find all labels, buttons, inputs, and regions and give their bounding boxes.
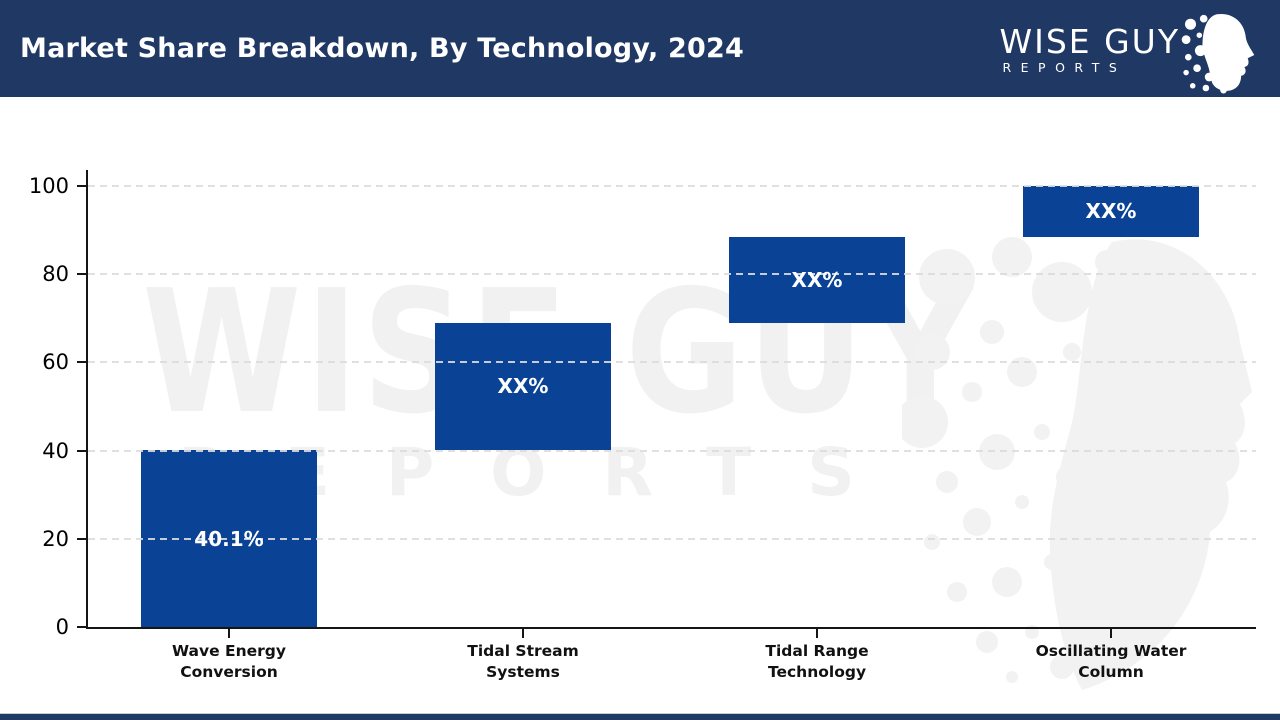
chart-title: Market Share Breakdown, By Technology, 2… [20, 33, 745, 64]
x-category-label: Tidal Stream Systems [467, 642, 579, 682]
y-tick-label: 20 [42, 526, 69, 551]
x-axis-line [86, 627, 1256, 629]
x-category-label: Oscillating Water Column [1035, 642, 1187, 682]
y-tick [77, 361, 86, 364]
y-axis-line [86, 170, 88, 629]
x-category-label: Tidal Range Technology [765, 642, 869, 682]
y-tick [77, 537, 86, 540]
y-tick-label: 0 [55, 615, 69, 639]
brand-wordmark: WISE GUY [999, 21, 1180, 61]
bar-3 [729, 236, 905, 323]
bar-value-label: XX% [1085, 199, 1137, 224]
bar-value-label: XX% [791, 267, 843, 292]
bar-2 [435, 322, 611, 451]
y-tick [77, 449, 86, 452]
brand-subtext: REPORTS [1002, 59, 1127, 75]
gridline [88, 537, 1256, 540]
y-tick-label: 60 [42, 350, 69, 375]
bar-4 [1023, 186, 1199, 237]
y-tick [77, 273, 86, 276]
y-tick-label: 40 [42, 438, 69, 463]
x-tick [1110, 629, 1112, 638]
y-tick-label: 80 [42, 262, 69, 287]
x-tick [228, 629, 230, 638]
brand-face-icon [1176, 11, 1260, 99]
y-tick [77, 626, 86, 628]
watermark-face-icon [896, 222, 1252, 702]
gridline [88, 449, 1256, 452]
bar-value-label: 40.1% [194, 526, 264, 551]
x-tick [522, 629, 524, 638]
brand-logo: WISE GUY REPORTS [999, 13, 1255, 94]
y-tick [77, 185, 86, 187]
gridline [88, 185, 1256, 187]
footer-bar [0, 713, 1280, 720]
x-tick [816, 629, 818, 638]
bar-value-label: XX% [497, 374, 549, 399]
x-category-label: Wave Energy Conversion [172, 642, 286, 682]
header: Market Share Breakdown, By Technology, 2… [0, 0, 1280, 97]
gridline [88, 361, 1256, 364]
gridline [88, 273, 1256, 276]
y-tick-label: 100 [28, 174, 69, 198]
